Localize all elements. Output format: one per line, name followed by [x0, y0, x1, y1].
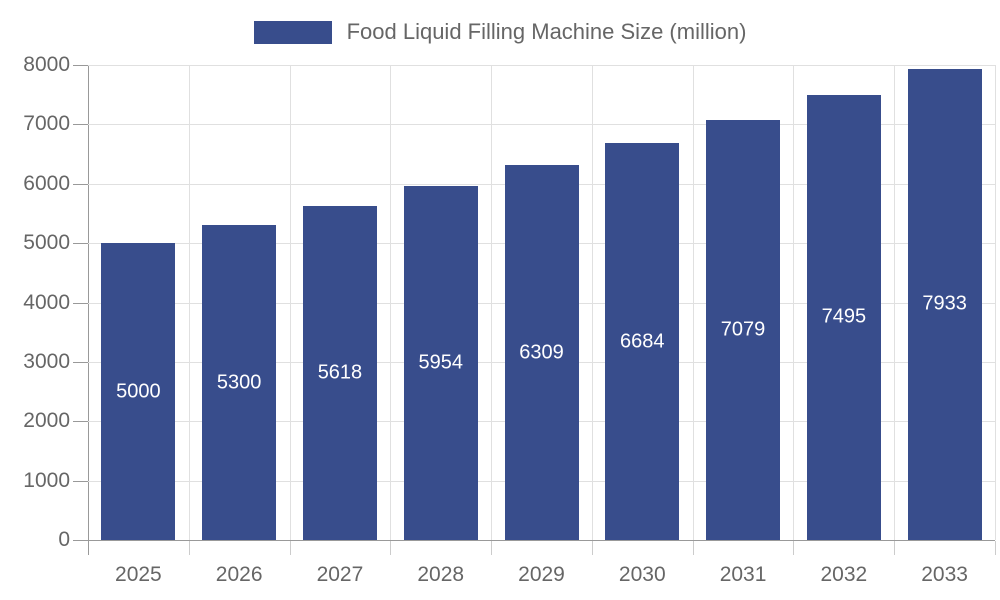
y-tick-mark	[73, 421, 88, 423]
y-tick-label: 6000	[23, 171, 70, 195]
bar[interactable]	[403, 186, 478, 540]
legend[interactable]: Food Liquid Filling Machine Size (millio…	[0, 19, 1000, 45]
v-gridline	[289, 65, 291, 540]
h-gridline	[88, 124, 995, 126]
bar-value-label: 5954	[418, 351, 463, 374]
x-tick-mark	[289, 541, 291, 555]
bar[interactable]	[504, 165, 579, 540]
bar[interactable]	[706, 119, 781, 540]
y-tick-label: 5000	[23, 231, 70, 255]
v-gridline	[995, 65, 996, 540]
plot-area: 5000 5300 5618 5954 6309 6684 7079 7495 7933	[88, 65, 996, 540]
bar[interactable]	[907, 68, 982, 540]
x-tick-mark	[692, 541, 694, 555]
y-tick-mark	[73, 480, 88, 482]
y-tick-mark	[73, 124, 88, 126]
x-tick-mark	[591, 541, 593, 555]
v-gridline	[491, 65, 493, 540]
y-tick-label: 2000	[23, 409, 70, 433]
legend-label: Food Liquid Filling Machine Size (millio…	[346, 19, 747, 44]
h-gridline	[88, 65, 995, 66]
v-gridline	[188, 65, 190, 540]
x-tick-label: 2027	[316, 563, 364, 586]
bar[interactable]	[806, 94, 881, 540]
v-gridline	[390, 65, 392, 540]
y-tick-mark	[73, 361, 88, 363]
bar-value-label: 7495	[821, 305, 867, 328]
x-tick-label: 2026	[215, 563, 263, 586]
v-gridline	[793, 65, 795, 540]
x-axis-line	[88, 540, 995, 541]
y-tick-mark	[73, 65, 88, 66]
x-tick-label: 2031	[719, 563, 767, 586]
bar-value-label: 5000	[116, 380, 161, 403]
x-tick-label: 2032	[820, 563, 868, 586]
x-tick-mark	[793, 541, 795, 555]
y-tick-label: 4000	[23, 290, 70, 314]
x-tick-label: 2025	[115, 563, 162, 586]
y-tick-label: 8000	[23, 53, 70, 76]
v-gridline	[591, 65, 593, 540]
x-tick-label: 2029	[518, 563, 565, 586]
x-tick-label: 2030	[618, 563, 666, 586]
bar[interactable]	[101, 243, 176, 540]
bar[interactable]	[302, 206, 377, 540]
y-tick-mark	[73, 183, 88, 185]
x-tick-mark	[390, 541, 392, 555]
legend-swatch	[253, 20, 332, 44]
bar-value-label: 5618	[317, 361, 363, 384]
x-tick-label: 2033	[921, 563, 968, 586]
v-gridline	[894, 65, 896, 540]
y-tick-label: 0	[58, 528, 70, 551]
y-tick-mark	[73, 243, 88, 245]
y-tick-mark	[73, 540, 88, 541]
bar[interactable]	[202, 225, 277, 540]
bar-value-label: 7079	[720, 318, 766, 341]
x-tick-label: 2028	[417, 563, 465, 586]
x-tick-mark	[995, 541, 996, 555]
y-tick-label: 3000	[23, 349, 70, 373]
bar[interactable]	[605, 143, 680, 540]
bar-value-label: 6309	[519, 341, 564, 364]
bar-value-label: 5300	[216, 371, 262, 394]
y-tick-label: 7000	[23, 112, 70, 136]
y-tick-mark	[73, 302, 88, 304]
x-tick-mark	[491, 541, 493, 555]
bar-value-label: 6684	[620, 330, 665, 353]
y-axis-line	[88, 65, 89, 555]
v-gridline	[692, 65, 694, 540]
x-tick-mark	[894, 541, 896, 555]
y-tick-label: 1000	[23, 468, 70, 492]
x-tick-mark	[188, 541, 190, 555]
bar-value-label: 7933	[922, 292, 967, 315]
